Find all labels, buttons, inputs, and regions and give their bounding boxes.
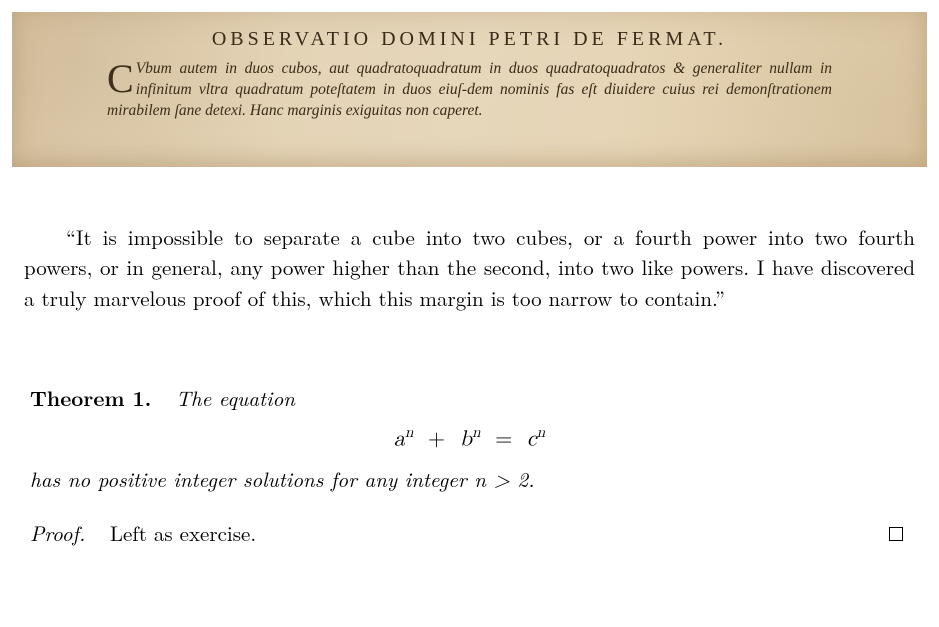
- proof-label: Proof.: [30, 518, 85, 548]
- theorem-statement-after: has no positive integer solutions for an…: [30, 464, 909, 496]
- manuscript-dropcap: C: [107, 59, 136, 95]
- manuscript-body: CVbum autem in duos cubos, aut quadratoq…: [12, 51, 927, 122]
- theorem-equation: an + bn = cn: [30, 421, 909, 456]
- theorem-line: Theorem 1. The equation: [30, 383, 909, 415]
- manuscript-title: OBSERVATIO DOMINI PETRI DE FERMAT.: [12, 12, 927, 51]
- translation-block: “It is impossible to separate a cube int…: [0, 167, 939, 313]
- proof-text-wrap: Proof. Left as exercise.: [30, 518, 256, 550]
- proof-line: Proof. Left as exercise.: [30, 518, 909, 550]
- eq-exp-b: n: [472, 425, 481, 440]
- eq-var-b: b: [460, 428, 472, 450]
- eq-exp-c: n: [537, 425, 546, 440]
- translation-text: “It is impossible to separate a cube int…: [24, 222, 915, 313]
- qed-box-icon: [889, 527, 903, 541]
- manuscript-latin-text: Vbum autem in duos cubos, aut quadratoqu…: [107, 60, 832, 119]
- theorem-label: Theorem 1.: [30, 383, 151, 413]
- eq-exp-a: n: [405, 425, 414, 440]
- proof-text: Left as exercise.: [110, 518, 256, 548]
- theorem-block: Theorem 1. The equation an + bn = cn has…: [0, 313, 939, 549]
- theorem-statement-before: The equation: [176, 383, 295, 413]
- eq-var-a: a: [394, 428, 405, 450]
- eq-var-c: c: [527, 428, 537, 450]
- manuscript-panel: OBSERVATIO DOMINI PETRI DE FERMAT. CVbum…: [12, 12, 927, 167]
